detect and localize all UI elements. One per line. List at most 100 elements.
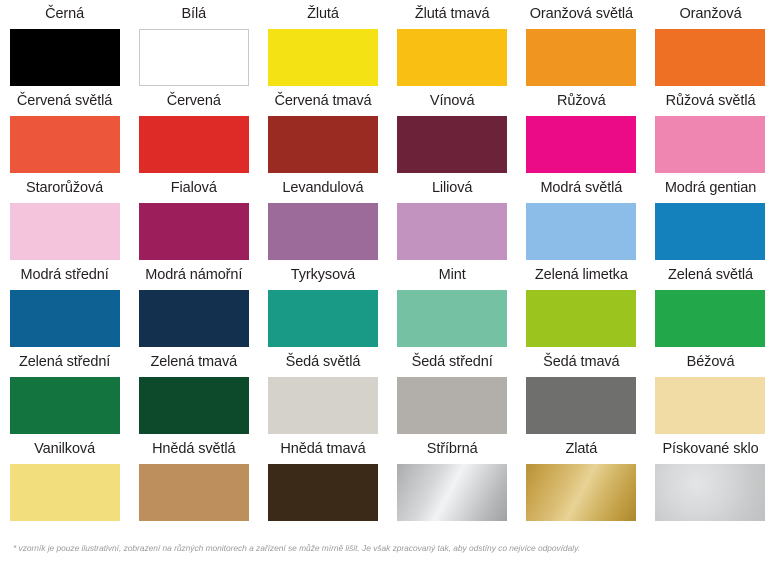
swatch-cell[interactable]: Žlutá (258, 0, 387, 87)
swatch-label: Žlutá (307, 6, 339, 22)
swatch-cell[interactable]: Vanilková (0, 435, 129, 522)
swatch-color-chip[interactable] (9, 29, 120, 86)
swatch-label: Vínová (429, 93, 475, 109)
swatch-cell[interactable]: Červená (129, 87, 258, 174)
swatch-cell[interactable]: Šedá tmavá (517, 348, 646, 435)
swatch-label: Růžová (557, 93, 606, 109)
swatch-label: Modrá střední (20, 267, 109, 283)
swatch-label: Starorůžová (26, 180, 104, 196)
swatch-cell[interactable]: Modrá střední (0, 261, 129, 348)
swatch-color-chip[interactable] (138, 377, 249, 434)
swatch-color-chip[interactable] (526, 377, 637, 434)
swatch-cell[interactable]: Liliová (388, 174, 517, 261)
swatch-color-chip[interactable] (397, 116, 508, 173)
swatch-cell[interactable]: Červená tmavá (258, 87, 387, 174)
swatch-label: Béžová (686, 354, 735, 370)
swatch-label: Růžová světlá (665, 93, 756, 109)
swatch-color-chip[interactable] (655, 290, 766, 347)
swatch-cell[interactable]: Zelená světlá (646, 261, 775, 348)
swatch-label: Zelená světlá (668, 267, 753, 283)
swatch-cell[interactable]: Šedá světlá (258, 348, 387, 435)
swatch-color-chip[interactable] (9, 290, 120, 347)
swatch-color-chip[interactable] (526, 29, 637, 86)
swatch-color-chip[interactable] (138, 464, 249, 521)
swatch-color-chip[interactable] (397, 29, 508, 86)
swatch-label: Pískované sklo (662, 441, 759, 457)
swatch-cell[interactable]: Zelená limetka (517, 261, 646, 348)
swatch-cell[interactable]: Zelená střední (0, 348, 129, 435)
swatch-cell[interactable]: Stříbrná (388, 435, 517, 522)
swatch-color-chip[interactable] (267, 464, 378, 521)
swatch-label: Šedá světlá (285, 354, 361, 370)
swatch-label: Zelená limetka (534, 267, 628, 283)
swatch-cell[interactable]: Fialová (129, 174, 258, 261)
swatch-color-chip[interactable] (138, 29, 249, 86)
swatch-color-chip[interactable] (267, 377, 378, 434)
swatch-label: Oranžová světlá (529, 6, 633, 22)
swatch-cell[interactable]: Modrá světlá (517, 174, 646, 261)
swatch-color-chip[interactable] (267, 203, 378, 260)
swatch-color-chip[interactable] (526, 464, 637, 521)
swatch-cell[interactable]: Béžová (646, 348, 775, 435)
swatch-label: Modrá světlá (540, 180, 623, 196)
swatch-cell[interactable]: Tyrkysová (258, 261, 387, 348)
swatch-label: Modrá námořní (145, 267, 243, 283)
swatch-color-chip[interactable] (655, 116, 766, 173)
swatch-label: Mint (438, 267, 466, 283)
swatch-cell[interactable]: Růžová světlá (646, 87, 775, 174)
swatch-label: Zelená střední (18, 354, 111, 370)
swatch-cell[interactable]: Levandulová (258, 174, 387, 261)
swatch-label: Červená tmavá (274, 93, 372, 109)
color-swatch-grid: Černá Bílá Žlutá Žlutá tmavá Oranžová světlá… (0, 0, 775, 522)
swatch-label: Vanilková (34, 441, 96, 457)
swatch-color-chip[interactable] (138, 290, 249, 347)
swatch-cell[interactable]: Šedá střední (388, 348, 517, 435)
swatch-color-chip[interactable] (9, 464, 120, 521)
swatch-color-chip[interactable] (138, 116, 249, 173)
swatch-label: Hnědá světlá (152, 441, 236, 457)
swatch-color-chip[interactable] (526, 116, 637, 173)
swatch-cell[interactable]: Žlutá tmavá (388, 0, 517, 87)
swatch-color-chip[interactable] (397, 290, 508, 347)
swatch-cell[interactable]: Starorůžová (0, 174, 129, 261)
swatch-label: Oranžová (679, 6, 742, 22)
swatch-color-chip[interactable] (655, 203, 766, 260)
swatch-cell[interactable]: Mint (388, 261, 517, 348)
swatch-cell[interactable]: Černá (0, 0, 129, 87)
swatch-cell[interactable]: Zlatá (517, 435, 646, 522)
swatch-cell[interactable]: Oranžová světlá (517, 0, 646, 87)
swatch-color-chip[interactable] (397, 203, 508, 260)
swatch-cell[interactable]: Hnědá světlá (129, 435, 258, 522)
swatch-color-chip[interactable] (526, 203, 637, 260)
swatch-label: Stříbrná (426, 441, 478, 457)
swatch-color-chip[interactable] (9, 203, 120, 260)
swatch-cell[interactable]: Modrá námořní (129, 261, 258, 348)
swatch-color-chip[interactable] (267, 290, 378, 347)
swatch-color-chip[interactable] (397, 377, 508, 434)
swatch-label: Šedá střední (411, 354, 493, 370)
swatch-color-chip[interactable] (138, 203, 249, 260)
swatch-label: Žlutá tmavá (414, 6, 490, 22)
swatch-color-chip[interactable] (397, 464, 508, 521)
swatch-cell[interactable]: Oranžová (646, 0, 775, 87)
swatch-cell[interactable]: Pískované sklo (646, 435, 775, 522)
swatch-color-chip[interactable] (267, 116, 378, 173)
swatch-color-chip[interactable] (9, 377, 120, 434)
swatch-cell[interactable]: Vínová (388, 87, 517, 174)
swatch-color-chip[interactable] (267, 29, 378, 86)
swatch-color-chip[interactable] (526, 290, 637, 347)
swatch-cell[interactable]: Červená světlá (0, 87, 129, 174)
swatch-color-chip[interactable] (655, 29, 766, 86)
footnote-disclaimer: * vzorník je pouze ilustrativní, zobraze… (13, 543, 580, 553)
swatch-label: Modrá gentian (664, 180, 757, 196)
swatch-cell[interactable]: Hnědá tmavá (258, 435, 387, 522)
swatch-color-chip[interactable] (655, 377, 766, 434)
swatch-cell[interactable]: Bílá (129, 0, 258, 87)
swatch-label: Levandulová (282, 180, 364, 196)
swatch-cell[interactable]: Zelená tmavá (129, 348, 258, 435)
swatch-color-chip[interactable] (655, 464, 766, 521)
swatch-label: Bílá (181, 6, 207, 22)
swatch-color-chip[interactable] (9, 116, 120, 173)
swatch-cell[interactable]: Modrá gentian (646, 174, 775, 261)
swatch-cell[interactable]: Růžová (517, 87, 646, 174)
